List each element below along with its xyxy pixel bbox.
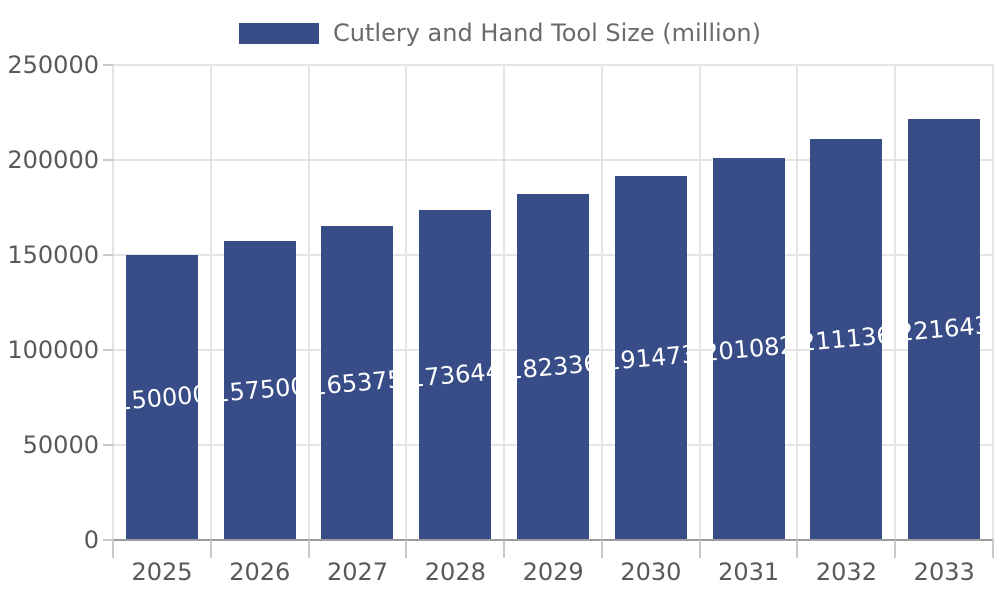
- bar-2032: 211136: [810, 138, 883, 540]
- x-tick-label-2031: 2031: [718, 558, 780, 586]
- x-tick-label-2025: 2025: [131, 558, 193, 586]
- x-tick-mark: [503, 540, 506, 558]
- bar-2028: 173644: [419, 210, 492, 540]
- bar-2026: 157500: [223, 240, 296, 540]
- x-tick-label-2030: 2030: [620, 558, 682, 586]
- x-tick-mark: [698, 540, 701, 558]
- x-tick-mark: [209, 540, 212, 558]
- x-tick-mark: [600, 540, 603, 558]
- v-gridline: [405, 65, 408, 540]
- plot-area: 150000 157500 165375 173644 182336 191473 2010…: [112, 64, 994, 540]
- h-gridline: [113, 159, 993, 161]
- x-tick-mark: [307, 540, 310, 558]
- bar-value-label: 165375: [321, 364, 394, 401]
- x-tick-mark: [894, 540, 897, 558]
- x-tick-label-2029: 2029: [522, 558, 584, 586]
- v-gridline: [600, 65, 603, 540]
- y-tick-mark: [103, 254, 113, 256]
- x-axis-line: [103, 539, 993, 541]
- v-gridline: [698, 65, 701, 540]
- y-tick-label: 100000: [7, 336, 99, 364]
- bar-2029: 182336: [517, 193, 589, 540]
- x-tick-mark: [992, 540, 994, 558]
- bar-value-label: 173644: [419, 357, 492, 393]
- h-gridline: [113, 64, 993, 66]
- bar-2025: 150000: [125, 255, 198, 540]
- y-tick-label: 0: [83, 526, 99, 554]
- bar-value-label: 221643: [908, 311, 981, 348]
- x-tick-mark: [405, 540, 408, 558]
- y-tick-mark: [103, 539, 113, 541]
- bar-2033: 221643: [908, 118, 981, 540]
- bar-value-label: 157500: [223, 372, 296, 409]
- y-tick-label: 200000: [7, 146, 99, 174]
- bar-value-label: 211136: [810, 321, 883, 358]
- v-gridline: [307, 65, 310, 540]
- bar-value-label: 201082: [712, 331, 785, 367]
- y-tick-mark: [103, 349, 113, 351]
- legend-swatch: [239, 22, 320, 44]
- bar-2031: 201082: [712, 157, 785, 540]
- bar-2027: 165375: [321, 225, 394, 540]
- x-tick-label-2026: 2026: [229, 558, 291, 586]
- v-gridline: [503, 65, 506, 540]
- x-tick-label-2028: 2028: [424, 558, 486, 586]
- legend: Cutlery and Hand Tool Size (million): [0, 16, 1000, 50]
- bar-value-label: 191473: [614, 340, 687, 377]
- v-gridline: [112, 65, 114, 540]
- bar-value-label: 182336: [517, 348, 589, 385]
- v-gridline: [209, 65, 212, 540]
- v-gridline: [894, 65, 897, 540]
- y-tick-mark: [103, 64, 113, 66]
- y-tick-mark: [103, 159, 113, 161]
- v-gridline: [796, 65, 799, 540]
- bar-2030: 191473: [614, 176, 687, 540]
- legend-label: Cutlery and Hand Tool Size (million): [333, 19, 761, 47]
- v-gridline: [992, 65, 994, 540]
- y-tick-mark: [103, 444, 113, 446]
- y-tick-label: 250000: [7, 51, 99, 79]
- x-tick-label-2027: 2027: [327, 558, 389, 586]
- y-tick-label: 150000: [7, 241, 99, 269]
- x-tick-label-2033: 2033: [913, 558, 975, 586]
- x-tick-mark: [112, 540, 114, 558]
- x-tick-label-2032: 2032: [815, 558, 877, 586]
- bar-value-label: 150000: [125, 379, 198, 416]
- x-tick-mark: [796, 540, 799, 558]
- y-tick-label: 50000: [22, 431, 99, 459]
